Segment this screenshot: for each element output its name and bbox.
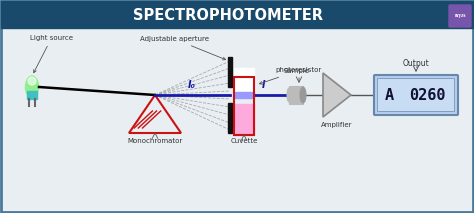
Bar [228,103,232,133]
Ellipse shape [287,88,291,102]
Bar [234,104,254,135]
Ellipse shape [28,77,36,85]
Text: SPECTROPHOTOMETER: SPECTROPHOTOMETER [133,7,323,23]
Text: Adjustable aperture: Adjustable aperture [140,36,226,60]
Bar [234,92,254,98]
FancyBboxPatch shape [374,75,458,115]
Text: I₀: I₀ [188,80,196,90]
Text: 0260: 0260 [409,88,445,102]
Text: A: A [384,88,393,102]
Ellipse shape [300,87,306,103]
Text: Light source: Light source [30,35,73,73]
Text: BYJUS: BYJUS [454,14,466,18]
Bar [27,91,37,99]
Bar [289,86,303,104]
Text: Sample: Sample [259,68,310,84]
Text: Amplifier: Amplifier [321,122,353,128]
Text: Monochromator: Monochromator [128,138,182,144]
Bar [234,77,254,135]
Text: Output: Output [402,59,429,69]
FancyBboxPatch shape [449,5,471,27]
Text: Cuvette: Cuvette [230,138,258,144]
FancyBboxPatch shape [377,79,455,111]
Polygon shape [323,73,351,117]
Text: photoresistor: photoresistor [276,67,322,73]
Bar [228,57,232,87]
Bar [1,1,473,28]
Ellipse shape [26,76,38,98]
Bar [234,68,254,97]
Text: I: I [262,80,266,90]
